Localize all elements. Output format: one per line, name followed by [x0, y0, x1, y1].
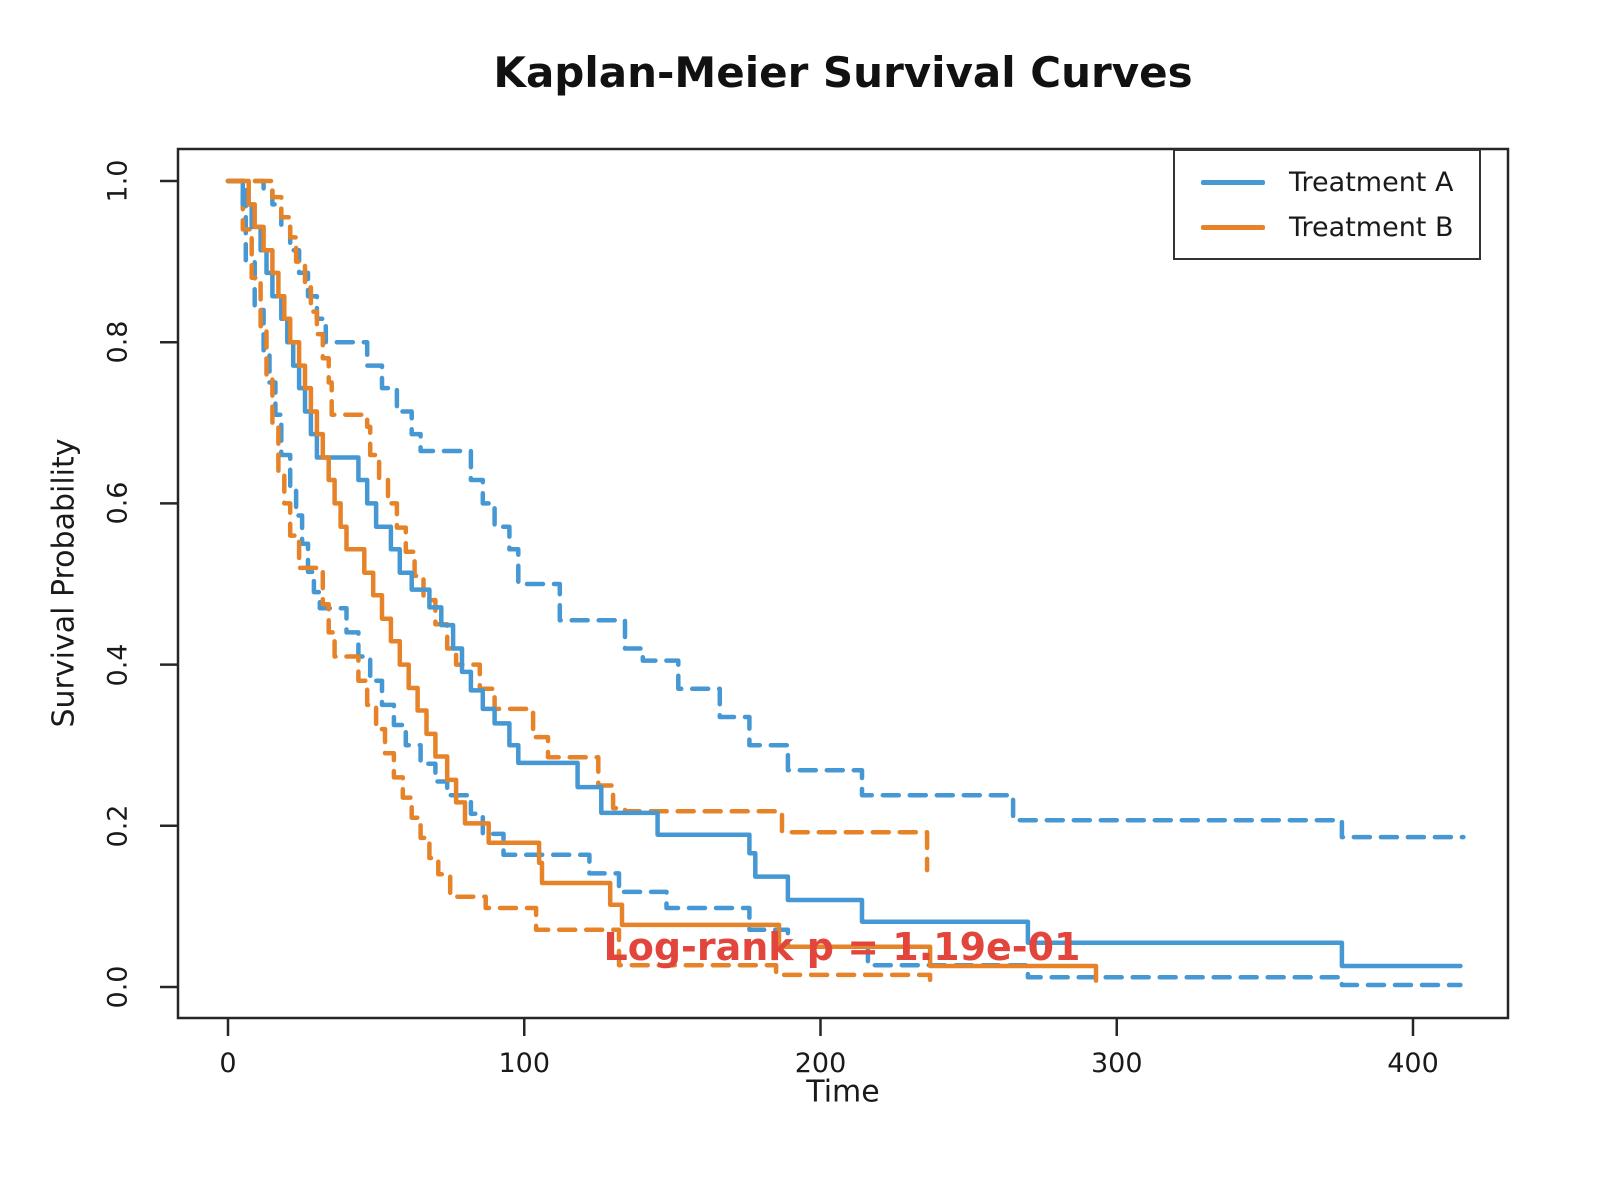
legend-item-treatment-a: Treatment A [1201, 167, 1479, 198]
km-curve-treatment-a-lower-95-ci [225, 178, 1463, 988]
km-curve-treatment-a-upper-95-ci [225, 178, 1466, 840]
x-tick-label: 400 [1387, 1048, 1439, 1079]
km-curve-treatment-b-lower-95-ci [225, 178, 933, 989]
km-curve-treatment-a [225, 178, 1463, 969]
treatment-b-line-swatch [1201, 224, 1265, 230]
legend: Treatment A Treatment B [1173, 149, 1481, 260]
km-curve-treatment-b-upper-95-ci [225, 178, 930, 873]
y-tick-label: 0.0 [102, 965, 134, 1009]
y-tick-label: 0.4 [102, 643, 134, 687]
km-curve-treatment-b [225, 178, 1099, 983]
x-tick-label: 0 [219, 1048, 237, 1079]
y-tick-label: 0.8 [102, 320, 134, 364]
x-tick-label: 300 [1090, 1048, 1143, 1079]
treatment-a-line-swatch [1201, 179, 1265, 185]
x-tick-label: 200 [794, 1048, 847, 1079]
legend-item-treatment-b: Treatment B [1201, 212, 1479, 243]
y-tick-label: 0.2 [102, 804, 134, 848]
plot-box [176, 147, 1510, 1020]
legend-label-treatment-b: Treatment B [1289, 211, 1454, 243]
chart-title: Kaplan-Meier Survival Curves [493, 48, 1193, 97]
legend-label-treatment-a: Treatment A [1289, 166, 1454, 198]
annotation-logrank-p: Log-rank p = 1.19e-01 [603, 925, 1081, 969]
y-tick-label: 1.0 [102, 159, 134, 203]
y-axis-label: Survival Probability [46, 438, 82, 728]
x-axis-label: Time [806, 1074, 880, 1110]
x-tick-label: 100 [498, 1048, 551, 1079]
y-tick-label: 0.6 [102, 481, 134, 525]
